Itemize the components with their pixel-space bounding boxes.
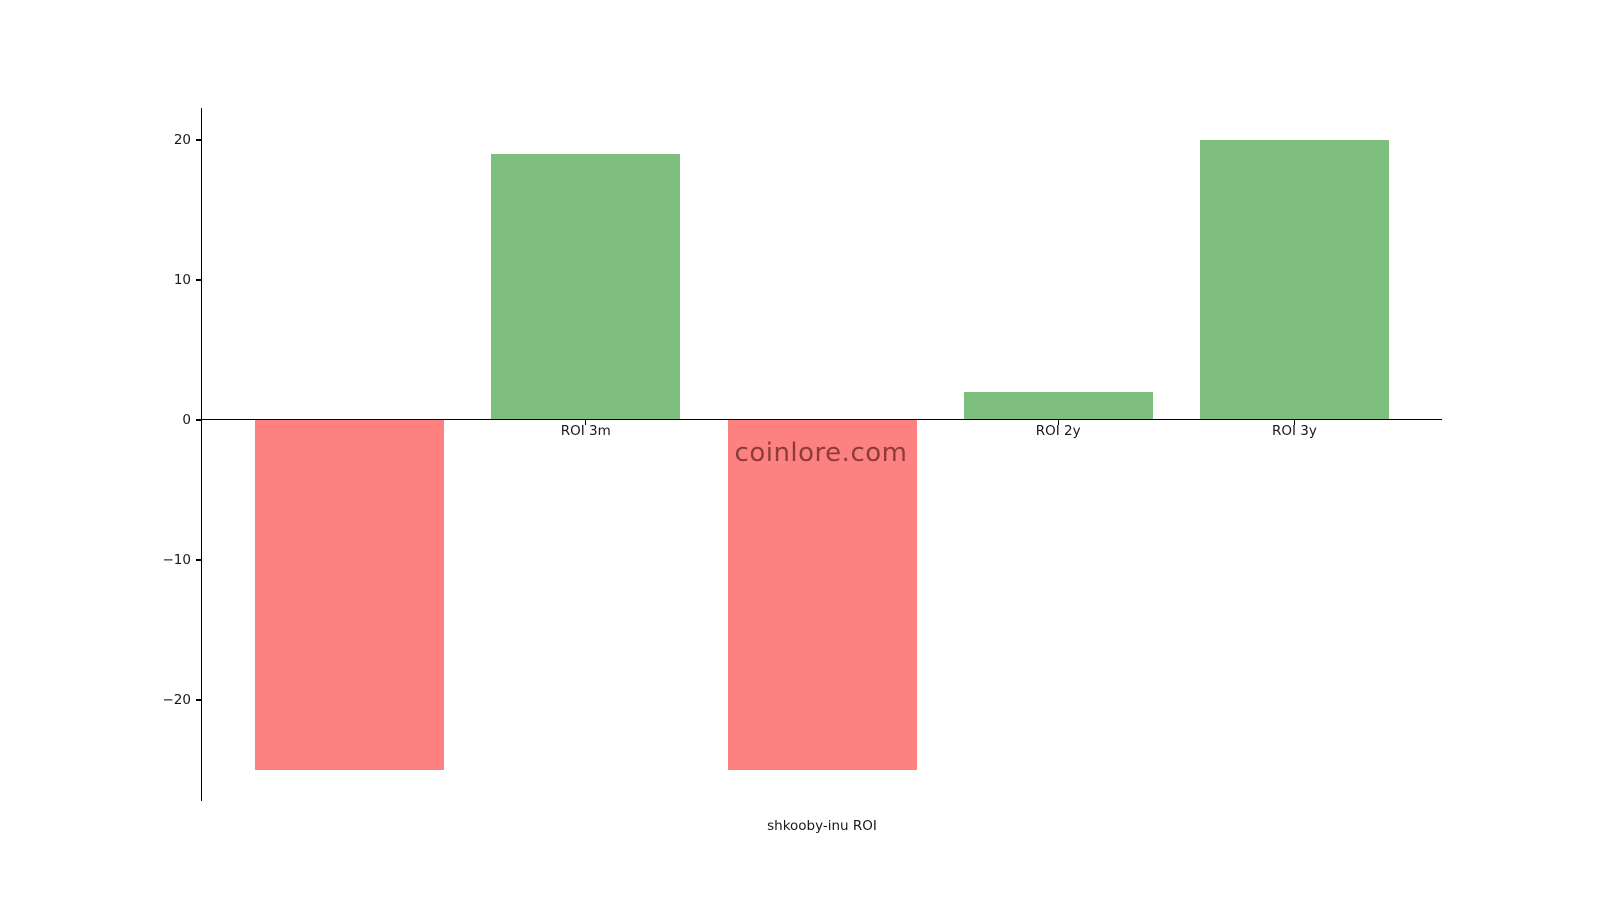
y-tick-label: 10 [173,272,191,288]
y-tick-label: 20 [173,132,191,148]
x-tick-mark [1293,420,1296,425]
bar-category-2 [727,420,917,770]
y-tick-mark [196,279,202,281]
bar-roi-2y [963,392,1153,420]
x-tick-label: ROI 3y [1271,423,1317,439]
x-tick-label: ROI 2y [1035,423,1081,439]
bar-category-0 [255,420,445,770]
y-tick-label: 0 [182,412,191,428]
x-tick-label: ROI 3m [560,423,611,439]
y-tick-label: −10 [162,552,192,568]
y-tick-mark [196,559,202,561]
bar-roi-3y [1199,140,1389,420]
coinlore-watermark: coinlore.com [734,438,908,468]
x-tick-mark [585,420,587,425]
y-axis-spine [201,108,203,801]
x-axis-zero-line [202,419,1442,421]
y-tick-mark [196,699,202,701]
x-tick-mark [1057,420,1059,425]
y-tick-mark [196,419,202,421]
chart-x-axis-title: shkooby-inu ROI [767,818,877,834]
y-tick-label: −20 [162,692,192,708]
y-tick-mark [196,139,202,141]
bar-roi-3m [491,154,681,420]
